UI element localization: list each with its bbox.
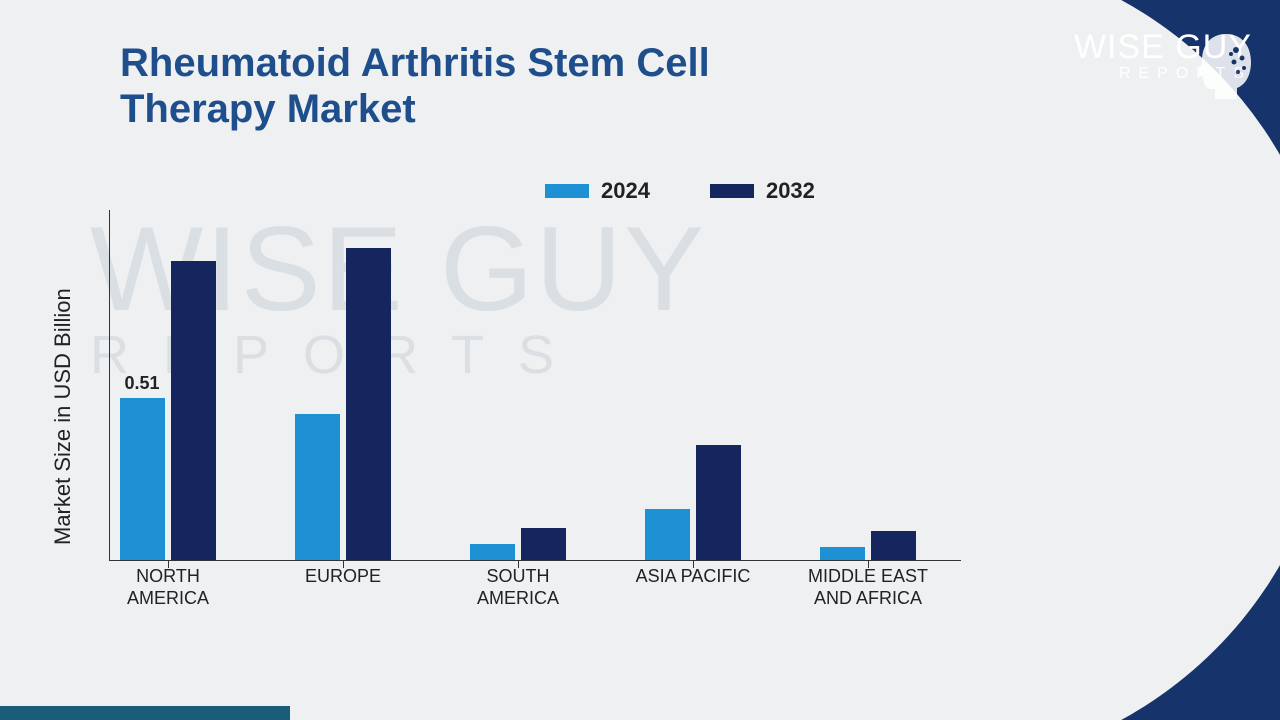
bar-2024 (820, 547, 865, 560)
category-label: ASIA PACIFIC (623, 566, 763, 588)
y-axis-label: Market Size in USD Billion (50, 288, 76, 545)
y-axis-line (109, 210, 110, 560)
legend-label-2024: 2024 (601, 178, 650, 204)
footer-accent-strip (0, 706, 290, 720)
bar-2024 (470, 544, 515, 560)
bar-2032 (171, 261, 216, 560)
x-axis-line (109, 560, 961, 561)
legend-swatch-2032 (710, 184, 754, 198)
page-root: WISE GUY REPORTS Rheumatoid Arthritis St… (0, 0, 1280, 720)
brand-logo: WISE GUY REPORTS (1074, 28, 1252, 83)
bar-2032 (521, 528, 566, 560)
bar-2032 (346, 248, 391, 560)
bar-2032 (696, 445, 741, 560)
legend-label-2032: 2032 (766, 178, 815, 204)
head-icon (1196, 32, 1256, 102)
chart-legend: 2024 2032 (545, 178, 815, 204)
category-label: SOUTH AMERICA (448, 566, 588, 609)
category-label: EUROPE (273, 566, 413, 588)
chart-area: 0.51NORTH AMERICAEUROPESOUTH AMERICAASIA… (110, 210, 960, 560)
bar-2024 (645, 509, 690, 560)
legend-item-2032: 2032 (710, 178, 815, 204)
category-label: NORTH AMERICA (98, 566, 238, 609)
chart-title: Rheumatoid Arthritis Stem Cell Therapy M… (120, 40, 760, 132)
bar-2024 (120, 398, 165, 560)
bar-2032 (871, 531, 916, 560)
category-label: MIDDLE EAST AND AFRICA (798, 566, 938, 609)
bar-2024 (295, 414, 340, 560)
legend-swatch-2024 (545, 184, 589, 198)
bar-value-label: 0.51 (112, 373, 172, 394)
plot-area: 0.51NORTH AMERICAEUROPESOUTH AMERICAASIA… (110, 210, 960, 560)
legend-item-2024: 2024 (545, 178, 650, 204)
